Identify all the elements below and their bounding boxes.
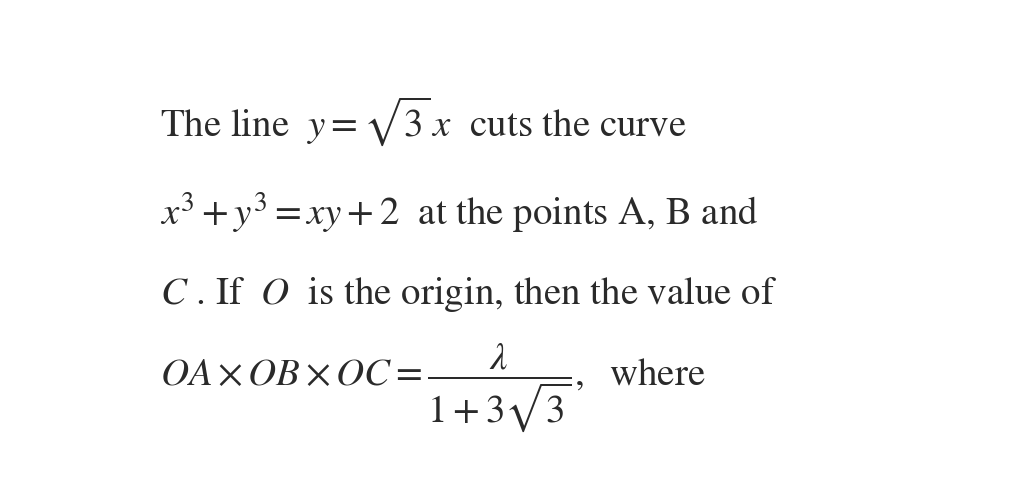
Text: $C$ . If  $O$  is the origin, then the value of: $C$ . If $O$ is the origin, then the val…: [160, 275, 777, 314]
Text: $OA \times OB \times OC = \dfrac{\lambda}{1+3\sqrt{3}},$  where: $OA \times OB \times OC = \dfrac{\lambda…: [160, 342, 706, 434]
Text: $x^3 + y^3 = xy + 2$  at the points A, B and: $x^3 + y^3 = xy + 2$ at the points A, B …: [160, 190, 759, 235]
Text: The line  $y = \sqrt{3}\,x$  cuts the curve: The line $y = \sqrt{3}\,x$ cuts the curv…: [160, 95, 686, 148]
